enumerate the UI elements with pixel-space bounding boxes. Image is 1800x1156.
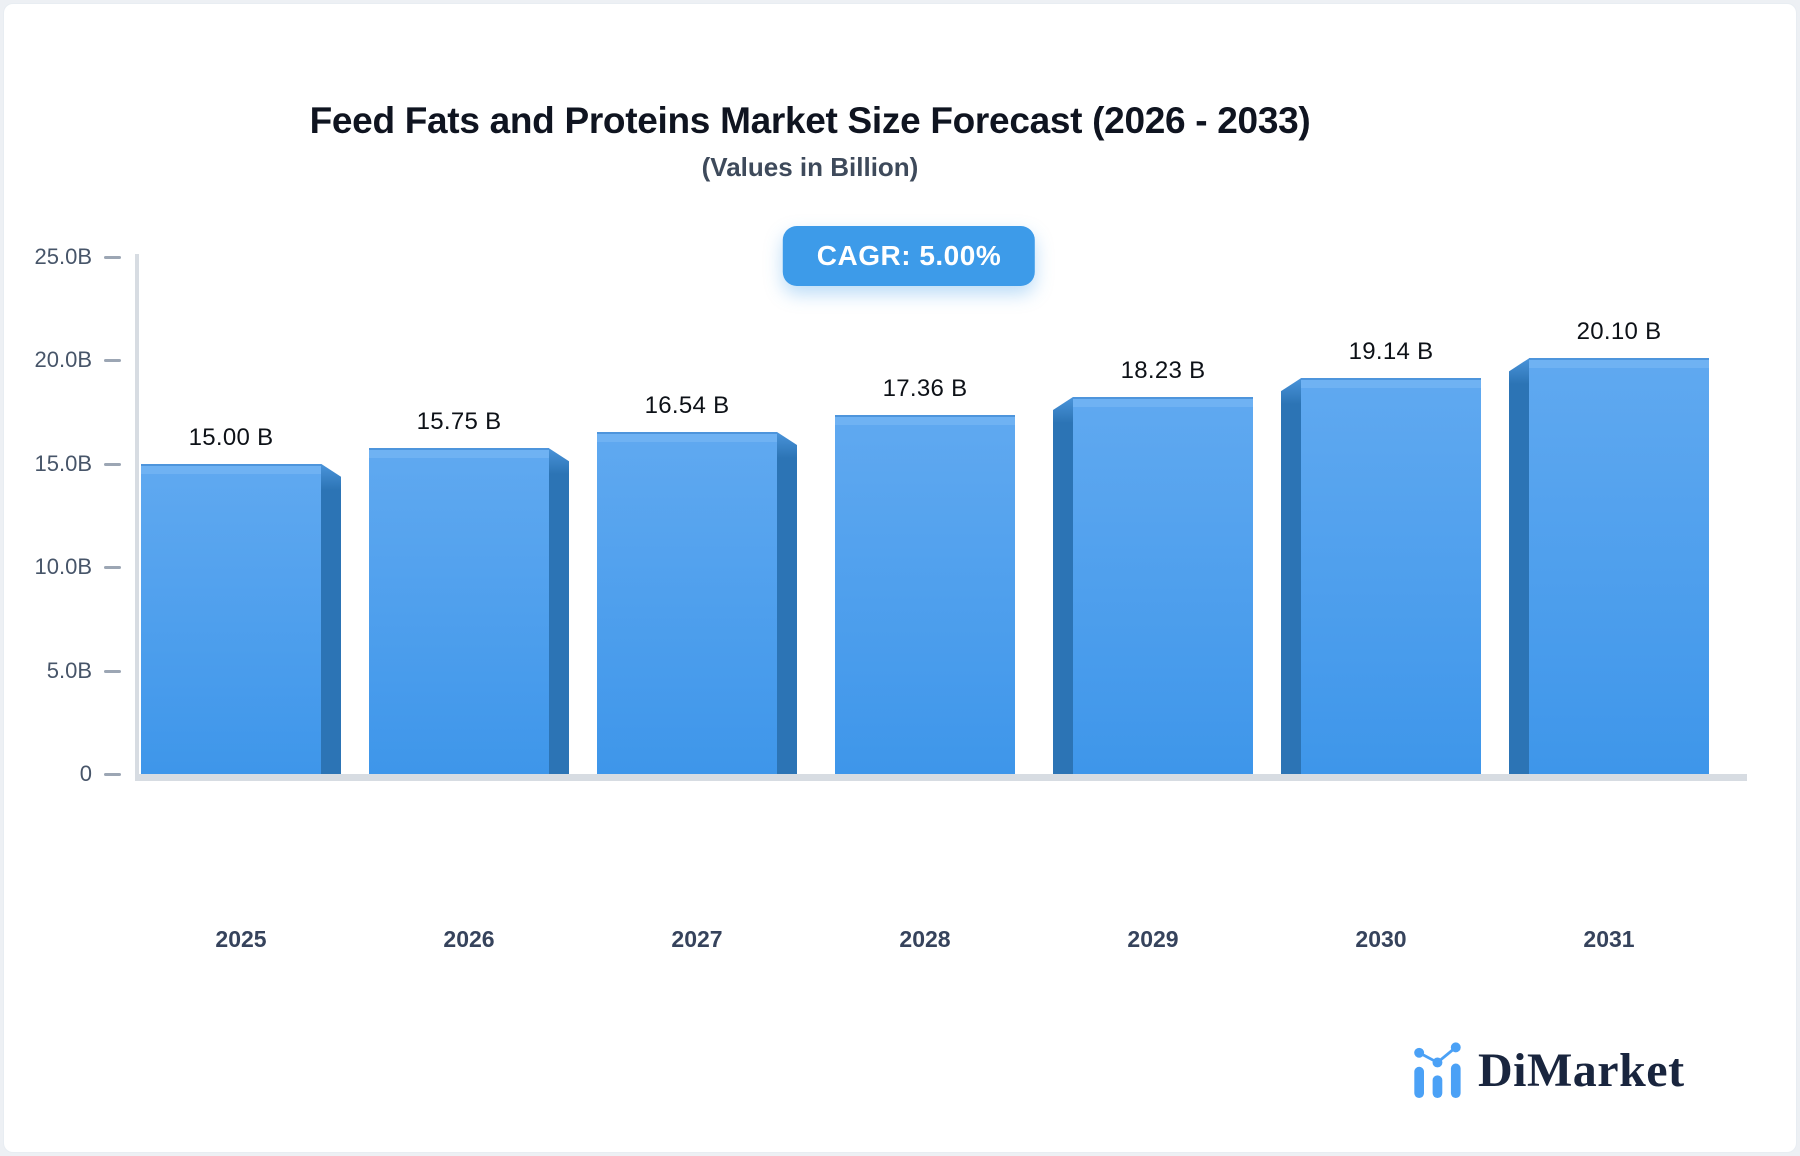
y-axis-tick-dash	[104, 256, 121, 259]
bar-group-2029: 18.23 B	[1053, 357, 1253, 774]
y-axis-tick-dash	[104, 566, 121, 570]
bar-top-face-2026	[369, 448, 549, 459]
y-axis-tick-dash	[104, 773, 121, 776]
bar-group-2027: 16.54 B	[597, 392, 797, 774]
bar-body-2025	[141, 463, 321, 774]
bar-side-face-2026	[549, 448, 569, 774]
bar-side-face-2027	[777, 431, 797, 774]
bar-side-face-2030	[1281, 378, 1301, 774]
x-axis-label-2029: 2029	[1127, 926, 1179, 952]
x-axis-label-2027: 2027	[671, 926, 723, 952]
cagr-badge: CAGR: 5.00%	[782, 226, 1036, 286]
bar-value-label-2028: 17.36 B	[882, 374, 968, 402]
bar-side-face-2029	[1053, 397, 1073, 774]
bar-group-2028: 17.36 B	[825, 375, 1025, 774]
bar-top-face-2025	[141, 463, 321, 474]
dimarket-logo-icon	[1414, 1042, 1461, 1098]
bar-top-face-2029	[1073, 397, 1253, 407]
bar-top-face-2030	[1301, 378, 1481, 389]
bar-value-label-2030: 19.14 B	[1348, 338, 1434, 366]
chart-card: Feed Fats and Proteins Market Size Forec…	[3, 3, 1797, 1153]
brand-name: DiMarket	[1478, 1043, 1685, 1097]
bar-value-label-2029: 18.23 B	[1120, 357, 1206, 384]
x-axis-label-2031: 2031	[1583, 926, 1635, 952]
bar-group-2031: 20.10 B	[1509, 318, 1709, 774]
y-axis-tick-label: 25.0B	[34, 244, 93, 269]
bar-value-label-2026: 15.75 B	[416, 408, 502, 436]
bar-value-label-2027: 16.54 B	[644, 391, 730, 419]
bar-value-label-2031: 20.10 B	[1576, 318, 1662, 346]
y-axis-tick-label: 10.0B	[34, 554, 93, 580]
bar-group-2026: 15.75 B	[369, 408, 569, 774]
bar-group-2025: 15.00 B	[141, 424, 341, 774]
bar-top-face-2028	[835, 414, 1015, 425]
bar-body-2029	[1073, 397, 1253, 774]
x-axis-label-2026: 2026	[443, 926, 495, 952]
y-axis-tick-label: 0	[79, 761, 92, 786]
x-axis-line	[135, 774, 1747, 781]
x-axis-label-2030: 2030	[1355, 926, 1407, 952]
chart-subtitle: (Values in Billion)	[701, 152, 919, 182]
x-axis-label-2028: 2028	[899, 926, 951, 952]
bar-group-2030: 19.14 B	[1281, 338, 1481, 774]
bar-top-face-2031	[1529, 358, 1709, 369]
bar-body-2028	[835, 414, 1015, 774]
y-axis-tick-dash	[104, 462, 121, 466]
bar-body-2030	[1301, 378, 1481, 774]
y-axis-tick-label: 15.0B	[34, 450, 93, 476]
y-axis-line	[135, 254, 139, 781]
x-axis-label-2025: 2025	[215, 926, 267, 952]
bar-value-label-2025: 15.00 B	[188, 423, 274, 451]
brand-watermark: DiMarket	[1412, 1042, 1685, 1098]
bar-body-2027	[597, 431, 777, 774]
y-axis-tick-label: 5.0B	[46, 657, 92, 683]
y-axis-tick-label: 20.0B	[34, 347, 93, 373]
y-axis-tick-dash	[104, 359, 121, 363]
y-axis-tick-dash	[104, 669, 121, 673]
bar-side-face-2031	[1509, 358, 1529, 774]
bar-top-face-2027	[597, 431, 777, 442]
bar-body-2031	[1529, 358, 1709, 774]
bar-body-2026	[369, 448, 549, 774]
bar-side-face-2025	[321, 463, 341, 774]
chart-title: Feed Fats and Proteins Market Size Forec…	[309, 100, 1311, 141]
